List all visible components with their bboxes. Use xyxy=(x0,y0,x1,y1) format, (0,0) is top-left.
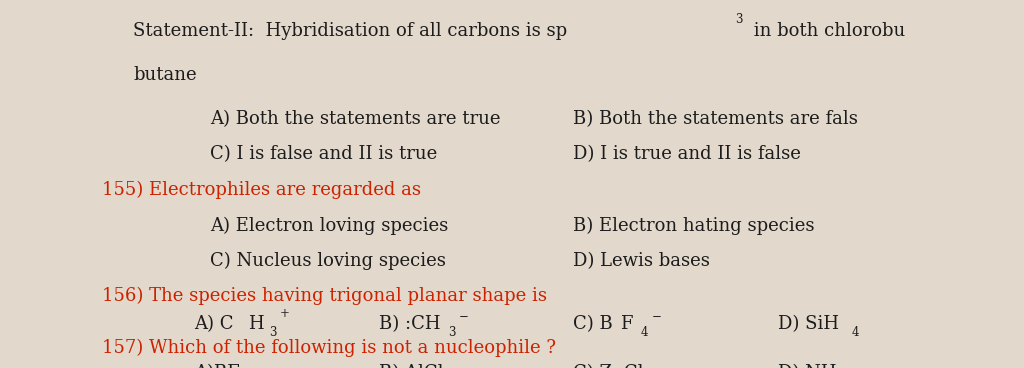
Text: C) Nucleus loving species: C) Nucleus loving species xyxy=(210,252,445,270)
Text: A) C: A) C xyxy=(195,315,234,333)
Text: −: − xyxy=(459,309,469,322)
Text: 3: 3 xyxy=(269,326,276,339)
Text: in both chlorobu: in both chlorobu xyxy=(748,22,905,40)
Text: butane: butane xyxy=(133,66,197,84)
Text: −: − xyxy=(651,309,662,322)
Text: 3: 3 xyxy=(449,326,456,339)
Text: D) I is true and II is false: D) I is true and II is false xyxy=(573,145,802,163)
Text: D) SiH: D) SiH xyxy=(778,315,840,333)
Text: F: F xyxy=(621,315,633,333)
Text: +: + xyxy=(280,307,290,320)
Text: C) B: C) B xyxy=(573,315,613,333)
Text: D) Lewis bases: D) Lewis bases xyxy=(573,252,711,270)
Text: A) Electron loving species: A) Electron loving species xyxy=(210,217,449,236)
Text: C) ZnCl: C) ZnCl xyxy=(573,364,644,368)
Text: 157) Which of the following is not a nucleophile ?: 157) Which of the following is not a nuc… xyxy=(102,339,556,357)
Text: 156) The species having trigonal planar shape is: 156) The species having trigonal planar … xyxy=(102,287,548,305)
Text: B) Electron hating species: B) Electron hating species xyxy=(573,217,815,236)
Text: B) Both the statements are fals: B) Both the statements are fals xyxy=(573,110,858,128)
Text: H: H xyxy=(248,315,263,333)
Text: C) I is false and II is true: C) I is false and II is true xyxy=(210,145,437,163)
Text: 3: 3 xyxy=(735,13,742,26)
Text: A) Both the statements are true: A) Both the statements are true xyxy=(210,110,501,128)
Text: 4: 4 xyxy=(852,326,859,339)
Text: 4: 4 xyxy=(641,326,648,339)
Text: B) AlCl: B) AlCl xyxy=(379,364,443,368)
Text: B) :CH: B) :CH xyxy=(379,315,440,333)
Text: A)BF: A)BF xyxy=(195,364,241,368)
Text: 155) Electrophiles are regarded as: 155) Electrophiles are regarded as xyxy=(102,180,422,199)
Text: Statement-II:  Hybridisation of all carbons is sp: Statement-II: Hybridisation of all carbo… xyxy=(133,22,567,40)
Text: D) NH: D) NH xyxy=(778,364,837,368)
